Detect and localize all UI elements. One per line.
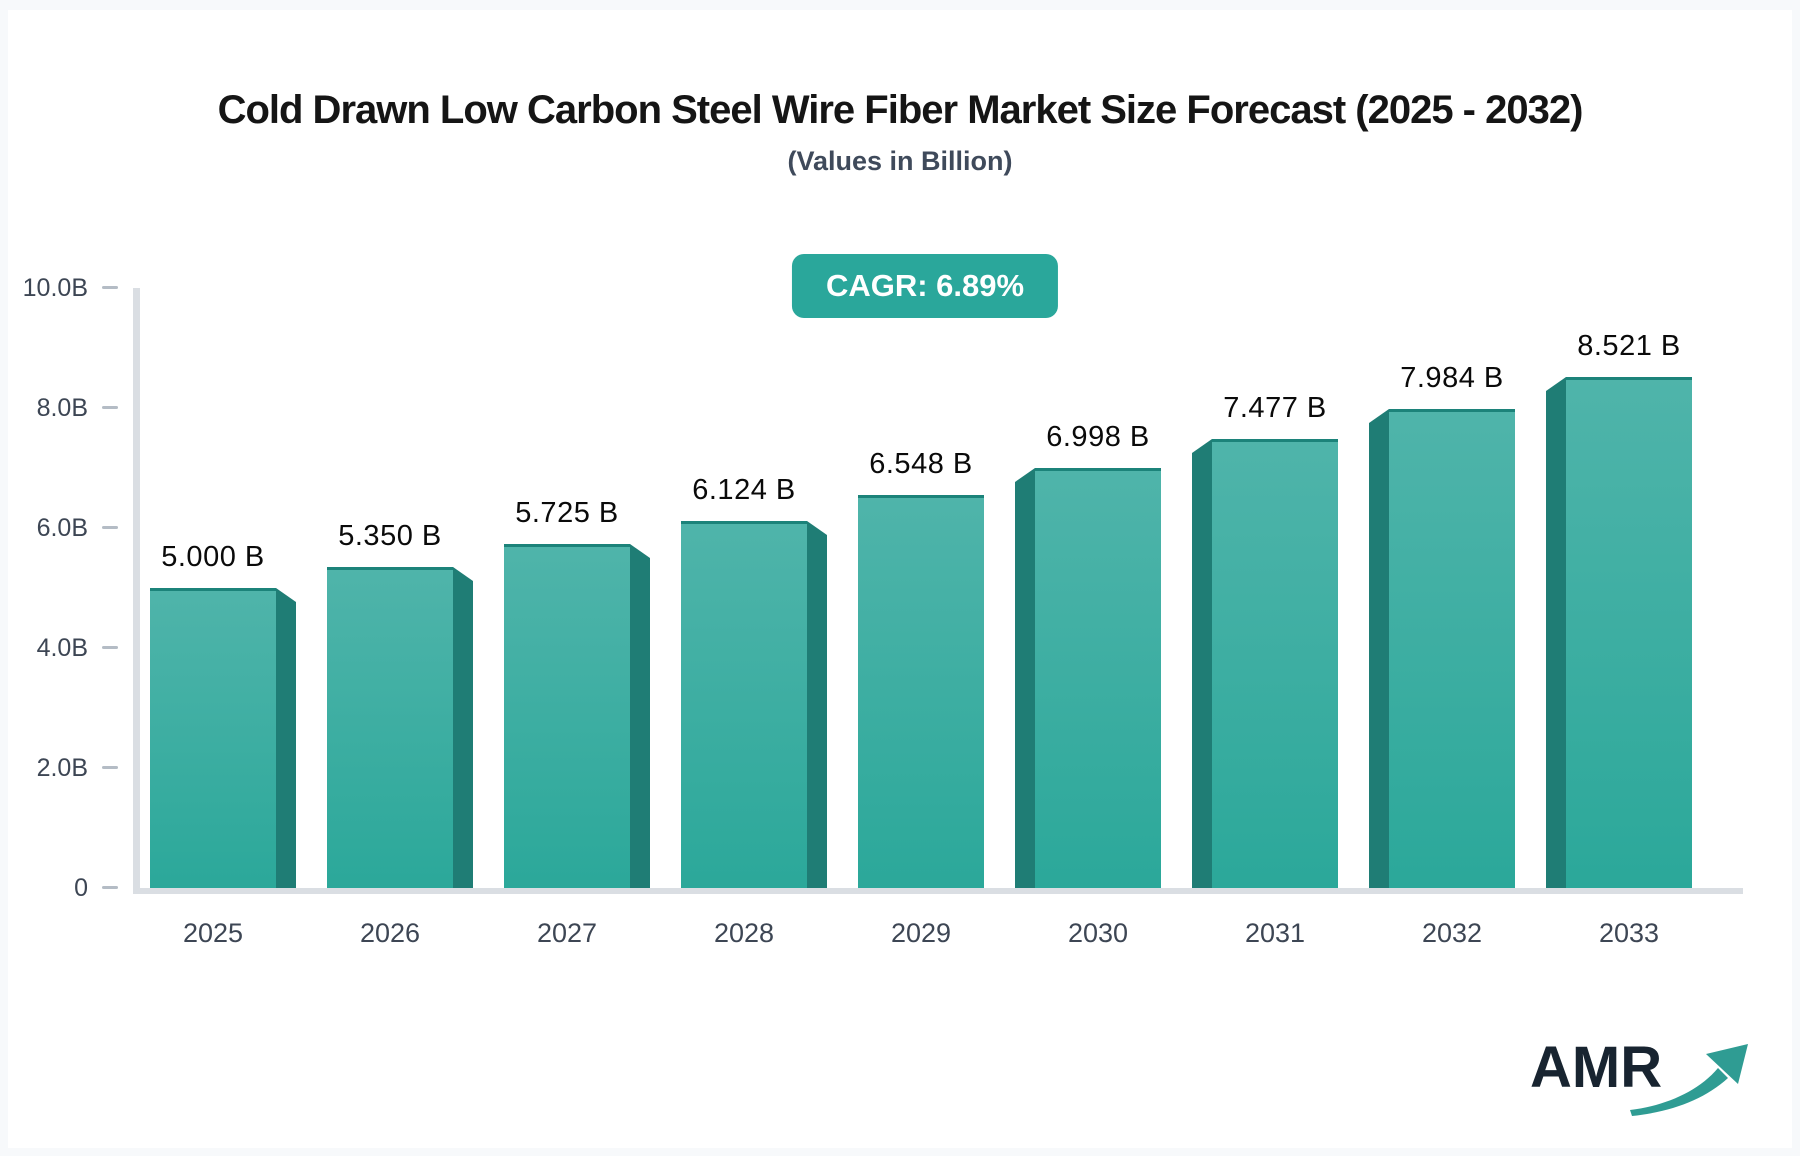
chart-title: Cold Drawn Low Carbon Steel Wire Fiber M…: [217, 88, 1584, 132]
bar-2026: [327, 567, 453, 888]
x-axis-label: 2026: [359, 918, 421, 948]
bar-2033-side-face: [1546, 377, 1566, 888]
bar-value-label: 6.998 B: [1046, 421, 1150, 453]
y-axis-tick: [102, 526, 118, 529]
x-axis-label: 2030: [1067, 918, 1129, 948]
x-axis-label: 2028: [713, 918, 775, 948]
bar-2031-side-face: [1192, 439, 1212, 888]
bar-value-label: 7.984 B: [1400, 362, 1504, 394]
y-axis-label: 4.0B: [36, 634, 88, 662]
bar-2029: [858, 495, 984, 888]
y-axis-label: 10.0B: [22, 274, 88, 302]
bar-2032-side-face: [1369, 409, 1389, 888]
x-axis-label: 2033: [1598, 918, 1660, 948]
bar-value-label: 6.548 B: [869, 448, 973, 480]
x-axis-line: [133, 888, 1743, 894]
y-axis-label: 2.0B: [36, 754, 88, 782]
y-axis-tick: [102, 766, 118, 769]
bar-2028: [681, 521, 807, 888]
y-axis-tick: [102, 646, 118, 649]
bar-2028-side-face: [807, 521, 827, 888]
y-axis-tick: [102, 886, 118, 889]
bar-2030: [1035, 468, 1161, 888]
bar-value-label: 5.000 B: [161, 541, 265, 573]
cagr-badge: CAGR: 6.89%: [791, 254, 1059, 318]
bar-2026-side-face: [453, 567, 473, 888]
bar-value-label: 6.124 B: [692, 474, 796, 506]
y-axis-label: 8.0B: [36, 394, 88, 422]
bar-value-label: 5.350 B: [338, 520, 442, 552]
y-axis-line: [133, 288, 140, 894]
bar-value-label: 8.521 B: [1577, 330, 1681, 362]
y-axis-tick: [102, 286, 118, 289]
x-axis-label: 2031: [1244, 918, 1306, 948]
x-axis-label: 2025: [182, 918, 244, 948]
y-axis-label: 0: [74, 874, 88, 902]
x-axis-label: 2027: [536, 918, 598, 948]
bar-2033: [1566, 377, 1692, 888]
bar-value-label: 7.477 B: [1223, 392, 1327, 424]
amr-logo: AMR: [1530, 1036, 1750, 1126]
y-axis-label: 6.0B: [36, 514, 88, 542]
amr-logo-text: AMR: [1530, 1035, 1663, 1100]
x-axis-label: 2032: [1421, 918, 1483, 948]
chart-subtitle: (Values in Billion): [787, 146, 1013, 176]
bar-value-label: 5.725 B: [515, 497, 619, 529]
bar-2031: [1212, 439, 1338, 888]
bar-2025: [150, 588, 276, 888]
bar-2030-side-face: [1015, 468, 1035, 888]
bar-2027: [504, 544, 630, 888]
bar-2025-side-face: [276, 588, 296, 888]
x-axis-label: 2029: [890, 918, 952, 948]
y-axis-tick: [102, 406, 118, 409]
bar-2032: [1389, 409, 1515, 888]
bar-2027-side-face: [630, 544, 650, 888]
logo-growth-arrow-icon: [1630, 1044, 1748, 1116]
